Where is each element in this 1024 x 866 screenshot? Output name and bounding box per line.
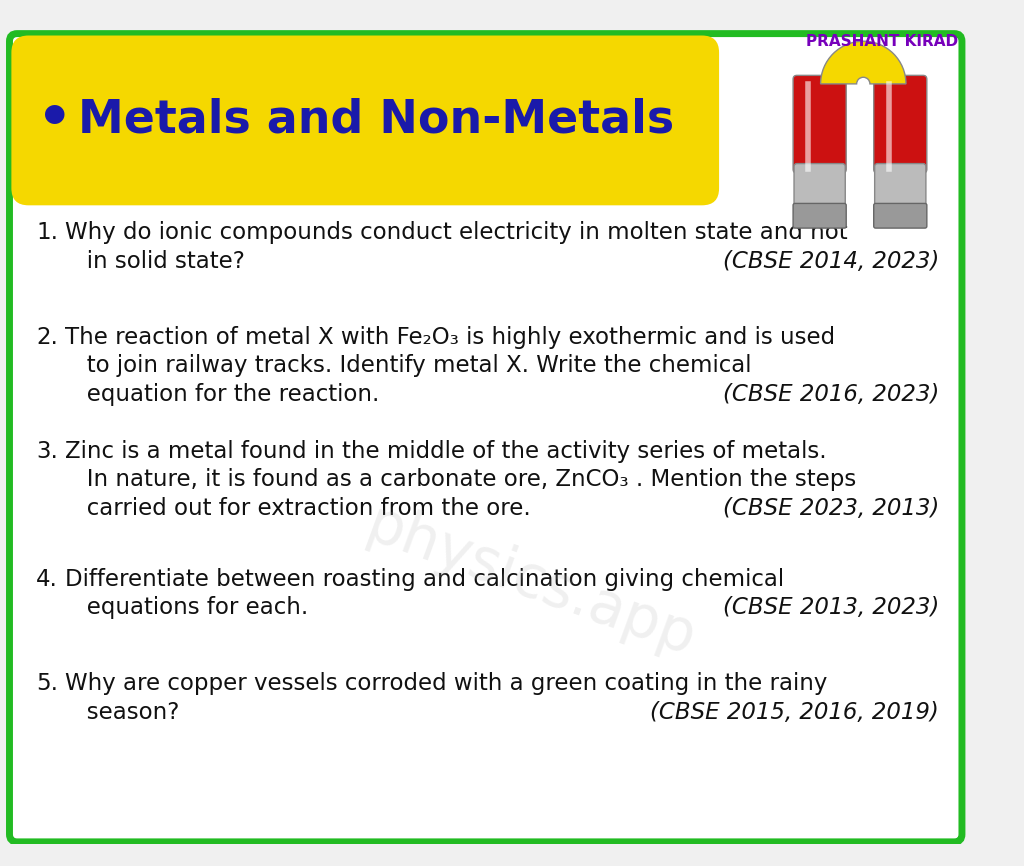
Text: 2.: 2. [36,326,58,349]
Text: (CBSE 2016, 2023): (CBSE 2016, 2023) [723,383,939,405]
Wedge shape [820,42,906,84]
Text: (CBSE 2013, 2023): (CBSE 2013, 2023) [723,596,939,619]
FancyBboxPatch shape [9,34,962,842]
Text: physics.app: physics.app [358,496,703,668]
Text: equations for each.: equations for each. [65,596,308,619]
Text: 1.: 1. [36,222,58,244]
Text: In nature, it is found as a carbonate ore, ZnCO₃ . Mention the steps: In nature, it is found as a carbonate or… [65,469,856,491]
FancyBboxPatch shape [873,204,927,228]
Text: •: • [37,93,73,147]
FancyBboxPatch shape [793,75,846,173]
FancyBboxPatch shape [794,164,845,215]
Text: (CBSE 2015, 2016, 2019): (CBSE 2015, 2016, 2019) [650,701,939,723]
Text: Zinc is a metal found in the middle of the activity series of metals.: Zinc is a metal found in the middle of t… [65,440,826,462]
Text: equation for the reaction.: equation for the reaction. [65,383,379,405]
Text: Why do ionic compounds conduct electricity in molten state and not: Why do ionic compounds conduct electrici… [65,222,847,244]
Text: season?: season? [65,701,179,723]
Text: to join railway tracks. Identify metal X. Write the chemical: to join railway tracks. Identify metal X… [65,354,751,378]
FancyBboxPatch shape [793,204,846,228]
Text: Why are copper vessels corroded with a green coating in the rainy: Why are copper vessels corroded with a g… [65,672,827,695]
FancyBboxPatch shape [873,75,927,173]
Text: PRASHANT KIRAD: PRASHANT KIRAD [806,34,958,48]
Text: (CBSE 2014, 2023): (CBSE 2014, 2023) [723,250,939,273]
Text: in solid state?: in solid state? [65,250,245,273]
Text: (CBSE 2023, 2013): (CBSE 2023, 2013) [723,496,939,520]
Text: 5.: 5. [36,672,58,695]
Text: Metals and Non-Metals: Metals and Non-Metals [78,98,674,142]
Text: The reaction of metal X with Fe₂O₃ is highly exothermic and is used: The reaction of metal X with Fe₂O₃ is hi… [65,326,835,349]
Text: 4.: 4. [36,568,58,591]
Text: carried out for extraction from the ore.: carried out for extraction from the ore. [65,496,530,520]
FancyBboxPatch shape [874,164,926,215]
Text: Differentiate between roasting and calcination giving chemical: Differentiate between roasting and calci… [65,568,783,591]
Text: 3.: 3. [36,440,58,462]
FancyBboxPatch shape [11,36,719,205]
